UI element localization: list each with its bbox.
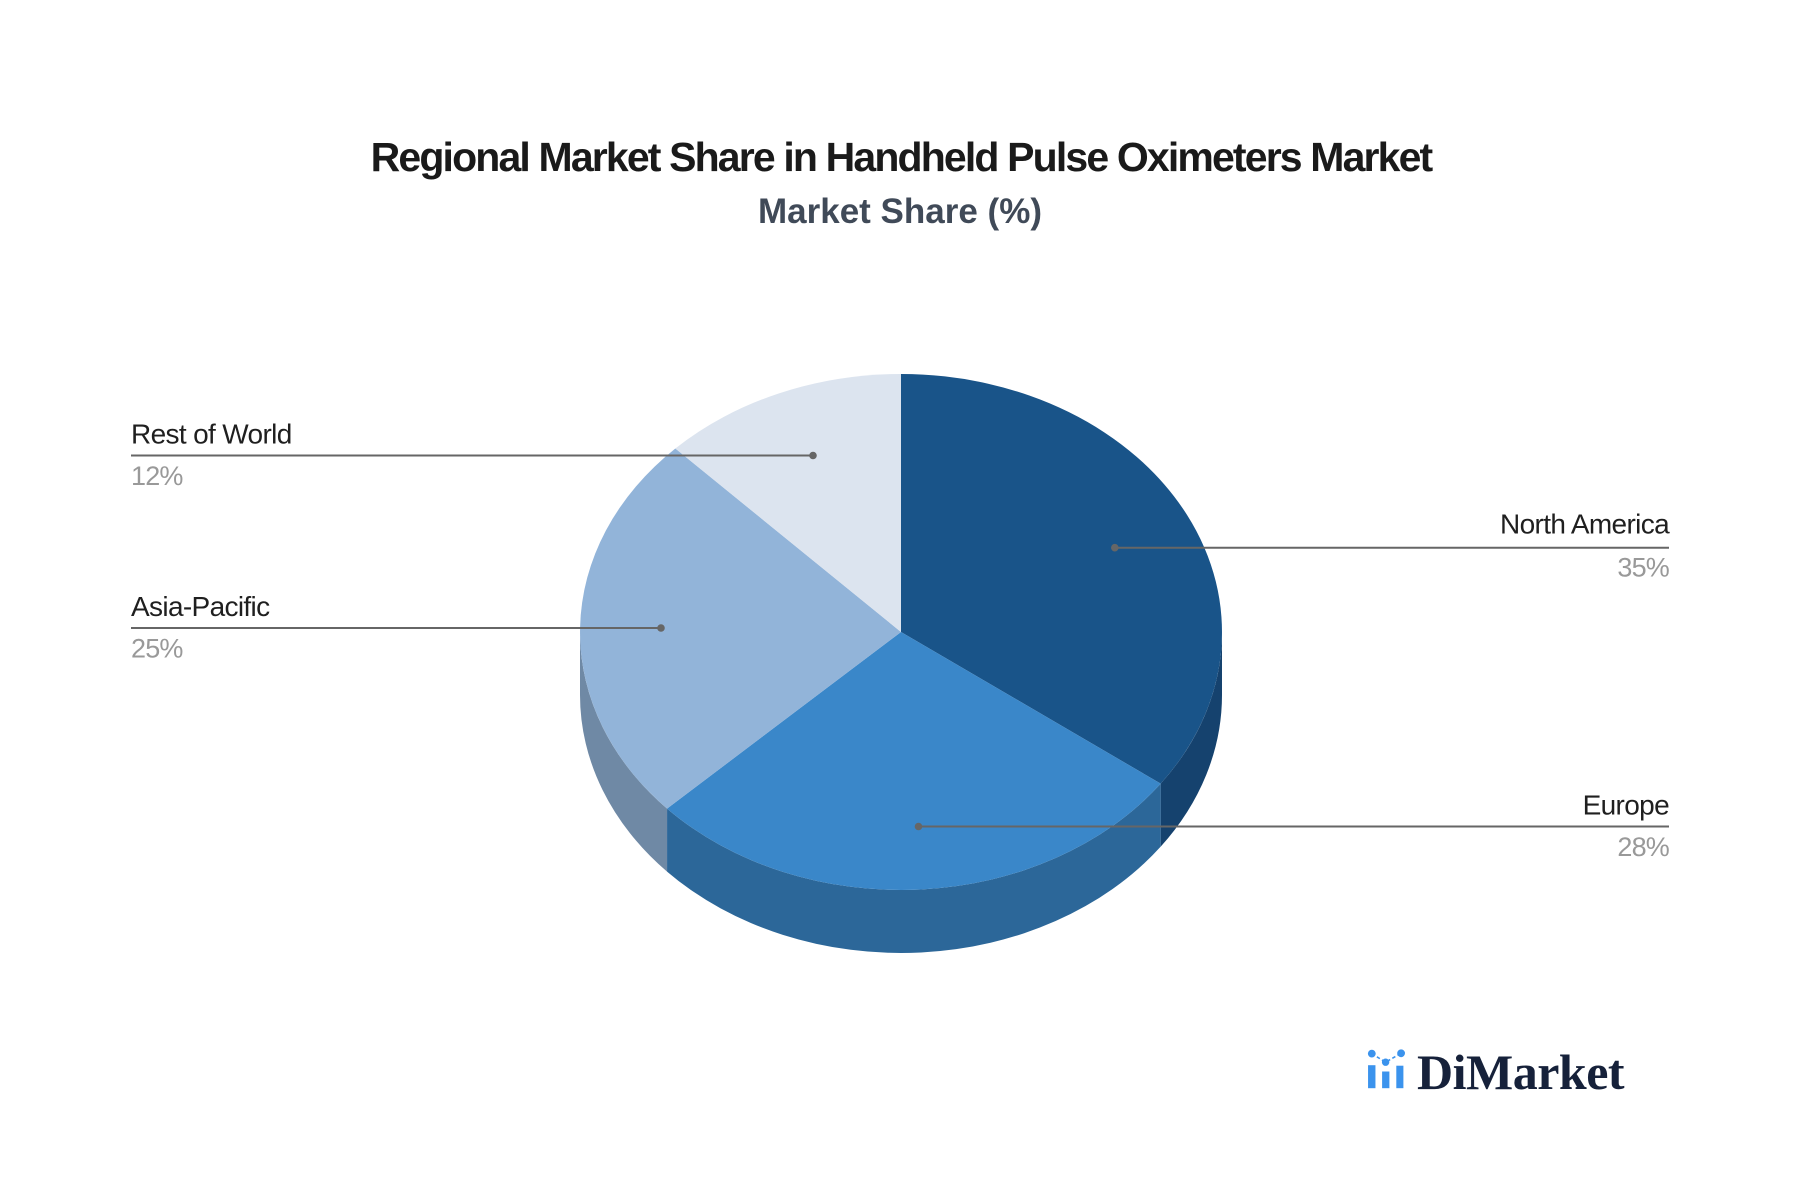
- svg-text:Regional Market Share in Handh: Regional Market Share in Handheld Pulse …: [371, 134, 1434, 180]
- svg-text:Europe: Europe: [1583, 789, 1669, 820]
- svg-text:Asia-Pacific: Asia-Pacific: [131, 591, 270, 622]
- svg-text:12%: 12%: [131, 461, 183, 491]
- svg-text:25%: 25%: [131, 634, 183, 664]
- svg-text:Market Share (%): Market Share (%): [758, 192, 1042, 231]
- svg-text:North America: North America: [1500, 509, 1670, 540]
- svg-text:35%: 35%: [1617, 553, 1669, 583]
- svg-text:DiMarket: DiMarket: [1417, 1044, 1625, 1100]
- svg-text:28%: 28%: [1617, 832, 1669, 862]
- svg-text:Rest of World: Rest of World: [131, 419, 292, 450]
